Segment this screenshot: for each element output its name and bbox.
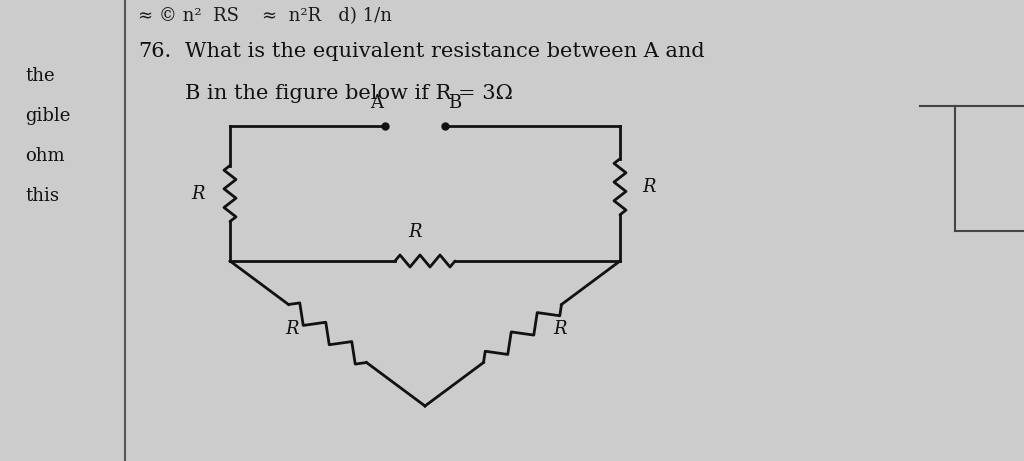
Text: R: R <box>642 178 655 196</box>
Text: B: B <box>449 94 462 112</box>
Text: R: R <box>409 223 422 241</box>
Text: A: A <box>371 94 384 112</box>
Text: the: the <box>25 67 54 85</box>
Text: ohm: ohm <box>25 147 65 165</box>
Text: B in the figure below if R = 3Ω: B in the figure below if R = 3Ω <box>185 83 513 102</box>
Text: this: this <box>25 187 59 205</box>
Text: R: R <box>286 319 299 337</box>
Text: gible: gible <box>25 107 71 125</box>
Text: 76.: 76. <box>138 41 171 60</box>
Text: R: R <box>191 184 205 202</box>
Text: ≈ © n²  RS    ≈  n²R   d) 1/n: ≈ © n² RS ≈ n²R d) 1/n <box>138 7 392 25</box>
Text: What is the equivalent resistance between A and: What is the equivalent resistance betwee… <box>185 41 705 60</box>
Text: R: R <box>554 319 567 337</box>
